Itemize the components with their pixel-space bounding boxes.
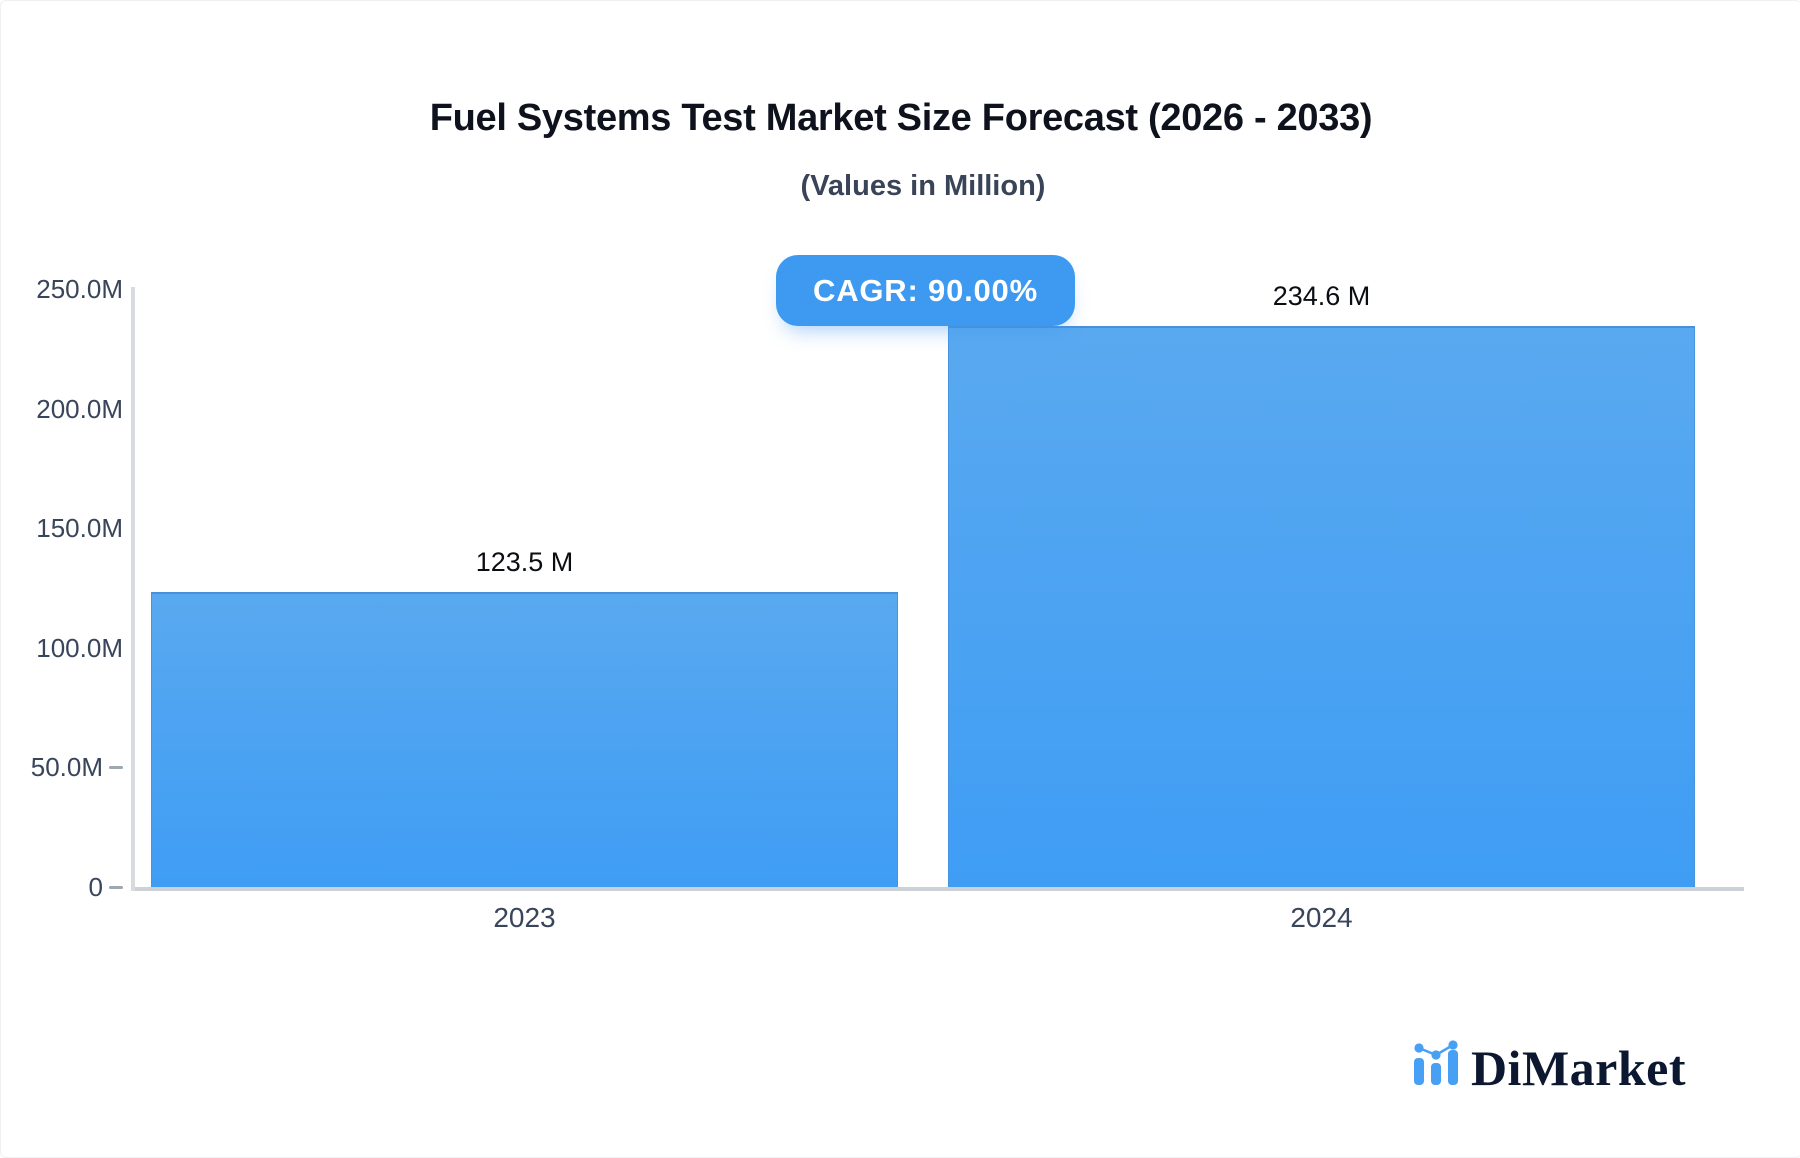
- y-axis-tick-mark: [109, 885, 123, 889]
- bar-value-label: 234.6 M: [1272, 281, 1371, 311]
- y-axis-tick: 150.0M: [1, 510, 143, 546]
- y-axis-tick-label: 200.0M: [36, 393, 123, 424]
- cagr-badge: CAGR: 90.00%: [776, 255, 1075, 326]
- bar-chart-logo-icon: [1413, 1040, 1458, 1085]
- y-axis-tick-label: 100.0M: [36, 632, 123, 663]
- y-axis-line: [131, 287, 135, 891]
- bar-2024[interactable]: [948, 326, 1695, 887]
- x-axis-label-2023: 2023: [493, 902, 556, 933]
- chart-title: Fuel Systems Test Market Size Forecast (…: [429, 97, 1373, 139]
- chart-subtitle: (Values in Million): [800, 170, 1046, 202]
- y-axis-tick: 100.0M: [1, 630, 143, 666]
- x-axis-label-2024: 2024: [1290, 902, 1353, 933]
- y-axis-tick-label: 250.0M: [36, 274, 123, 304]
- y-axis-tick-label: 150.0M: [36, 513, 123, 544]
- y-axis-tick-label: 50.0M: [30, 752, 103, 783]
- y-axis-tick: 50.0M: [1, 749, 123, 785]
- bar-value-label: 123.5 M: [475, 547, 574, 577]
- y-axis-tick-label: 0: [88, 872, 103, 902]
- y-axis-tick-mark: [109, 765, 123, 769]
- brand-logo: DiMarket: [1413, 1039, 1686, 1094]
- y-axis-tick: 200.0M: [1, 391, 143, 427]
- y-axis-tick: 0: [1, 869, 123, 905]
- y-axis-tick: 250.0M: [1, 271, 143, 307]
- bar-2023[interactable]: [151, 592, 898, 887]
- x-axis-line: [131, 887, 1744, 891]
- brand-name: DiMarket: [1470, 1040, 1686, 1096]
